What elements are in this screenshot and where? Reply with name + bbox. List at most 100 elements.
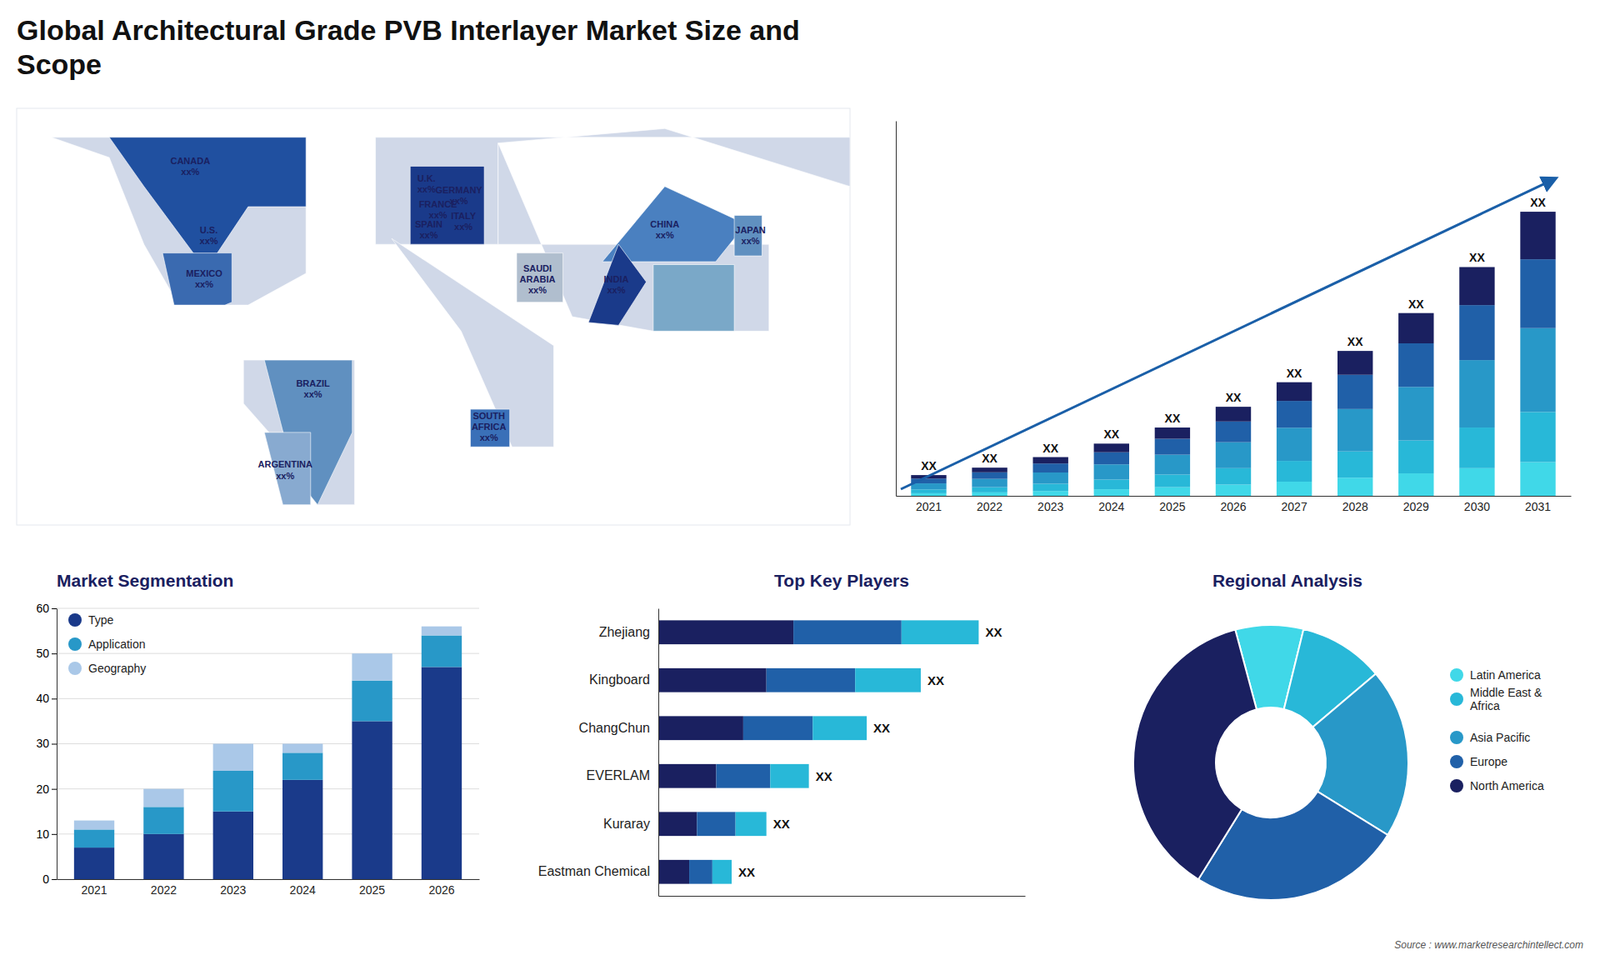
text-line: xx% xyxy=(195,279,214,290)
text-line: BRAZIL xyxy=(295,378,330,389)
bar xyxy=(910,493,946,496)
tick-label: 2029 xyxy=(1403,500,1430,514)
bar xyxy=(793,620,902,645)
bar xyxy=(1520,211,1555,260)
tick: 50 xyxy=(35,646,57,660)
bar xyxy=(658,620,794,645)
chart-title: Market Segmentation xyxy=(56,570,234,590)
text-line: Type xyxy=(88,613,115,627)
tick: 2030 xyxy=(1464,500,1490,514)
grid-line xyxy=(56,743,480,745)
text-line: xx% xyxy=(450,195,469,206)
end-label: XX xyxy=(927,673,945,688)
tick: ChangChun xyxy=(579,720,650,735)
tick: 30 xyxy=(35,736,57,750)
tick-label: 2021 xyxy=(915,500,942,514)
tick-label: 2026 xyxy=(1220,500,1246,514)
bar xyxy=(1215,485,1251,496)
map-frame xyxy=(16,108,850,525)
tick: 2022 xyxy=(150,883,177,897)
tick-label: Kuraray xyxy=(603,816,650,831)
bar xyxy=(351,653,392,681)
map-label: ITALYxx% xyxy=(450,210,477,232)
bar-chart-horizontal: Top Key PlayersZhejiangKingboardChangChu… xyxy=(538,570,1026,897)
text-line: ARGENTINA xyxy=(258,459,313,470)
tick-label: 2021 xyxy=(80,883,107,897)
bar xyxy=(1155,427,1190,439)
bar xyxy=(712,860,732,885)
text-line: xx% xyxy=(655,230,675,240)
top-label: XX xyxy=(1530,195,1546,210)
legend-label: Application xyxy=(88,637,146,651)
text-line: North America xyxy=(1470,779,1545,793)
map-label: GERMANYxx% xyxy=(435,185,483,206)
bar xyxy=(910,483,946,490)
bar xyxy=(855,668,921,693)
bar xyxy=(766,668,856,693)
legend-label: Middle East &Africa xyxy=(1470,685,1543,714)
map-label: INDIAxx% xyxy=(603,274,629,295)
legend-marker xyxy=(1450,730,1464,745)
bar xyxy=(1337,375,1373,410)
map-region xyxy=(653,265,735,332)
text-line: xx% xyxy=(480,432,499,443)
tick: 2025 xyxy=(359,883,385,897)
legend-item: Geography xyxy=(68,661,146,675)
legend-marker xyxy=(68,613,82,627)
bar xyxy=(1215,468,1251,485)
legend-item: Latin America xyxy=(1450,668,1541,682)
tick: Zhejiang xyxy=(599,625,650,640)
bar xyxy=(1337,477,1373,496)
bar xyxy=(1032,483,1068,491)
bar xyxy=(696,811,735,836)
bar xyxy=(1094,489,1130,496)
map-region xyxy=(375,128,850,245)
text-line: SOUTH xyxy=(472,410,505,421)
bar xyxy=(812,715,867,740)
top-label: XX xyxy=(981,451,998,465)
axis-line xyxy=(57,879,480,880)
map-label: JAPANxx% xyxy=(735,225,766,246)
x-axis xyxy=(659,895,1026,897)
legend-label: Asia Pacific xyxy=(1470,730,1530,745)
map-region xyxy=(410,165,485,245)
chart-title: Top Key Players xyxy=(774,570,910,590)
text-line: JAPAN xyxy=(735,225,766,235)
legend-marker xyxy=(1450,692,1464,706)
map-region xyxy=(695,374,793,476)
tick-label: 2023 xyxy=(220,883,246,897)
tick: 20 xyxy=(35,782,57,796)
map-region xyxy=(588,244,646,325)
bar xyxy=(1032,472,1068,484)
bar xyxy=(1032,457,1068,465)
canvas: Global Architectural Grade PVB Interlaye… xyxy=(0,0,1600,955)
tick-label: 2031 xyxy=(1525,500,1551,514)
tick: 2029 xyxy=(1403,500,1430,514)
text-line: AFRICA xyxy=(471,421,507,432)
map-label: SPAINxx% xyxy=(415,219,443,240)
bar xyxy=(1337,409,1373,452)
tick-label: 2023 xyxy=(1037,500,1064,514)
chart-title: Regional Analysis xyxy=(1212,570,1363,590)
legend-item: Application xyxy=(68,637,146,651)
end-label: XX xyxy=(985,625,1002,640)
end-label: XX xyxy=(738,865,755,880)
tick: Eastman Chemical xyxy=(538,864,650,879)
bar xyxy=(689,860,713,885)
bar xyxy=(715,764,770,789)
legend: Latin America Middle East &Africa Asia Pac… xyxy=(1450,668,1545,793)
tick: 2025 xyxy=(1159,500,1185,514)
legend-item: North America xyxy=(1450,779,1545,793)
axis-line xyxy=(895,121,897,497)
tick: 2023 xyxy=(220,883,246,897)
tick: 2026 xyxy=(428,883,455,897)
text-line: xx% xyxy=(528,285,547,295)
tick: 2026 xyxy=(1220,500,1246,514)
tick-label: 0 xyxy=(42,872,50,886)
text-line: ITALY xyxy=(450,210,477,221)
bar xyxy=(421,635,462,668)
bar xyxy=(743,715,813,740)
donut-chart: Regional Analysis Latin America Middle Eas… xyxy=(1133,570,1545,900)
text-line: xx% xyxy=(417,184,436,195)
text-line: xx% xyxy=(741,235,760,246)
